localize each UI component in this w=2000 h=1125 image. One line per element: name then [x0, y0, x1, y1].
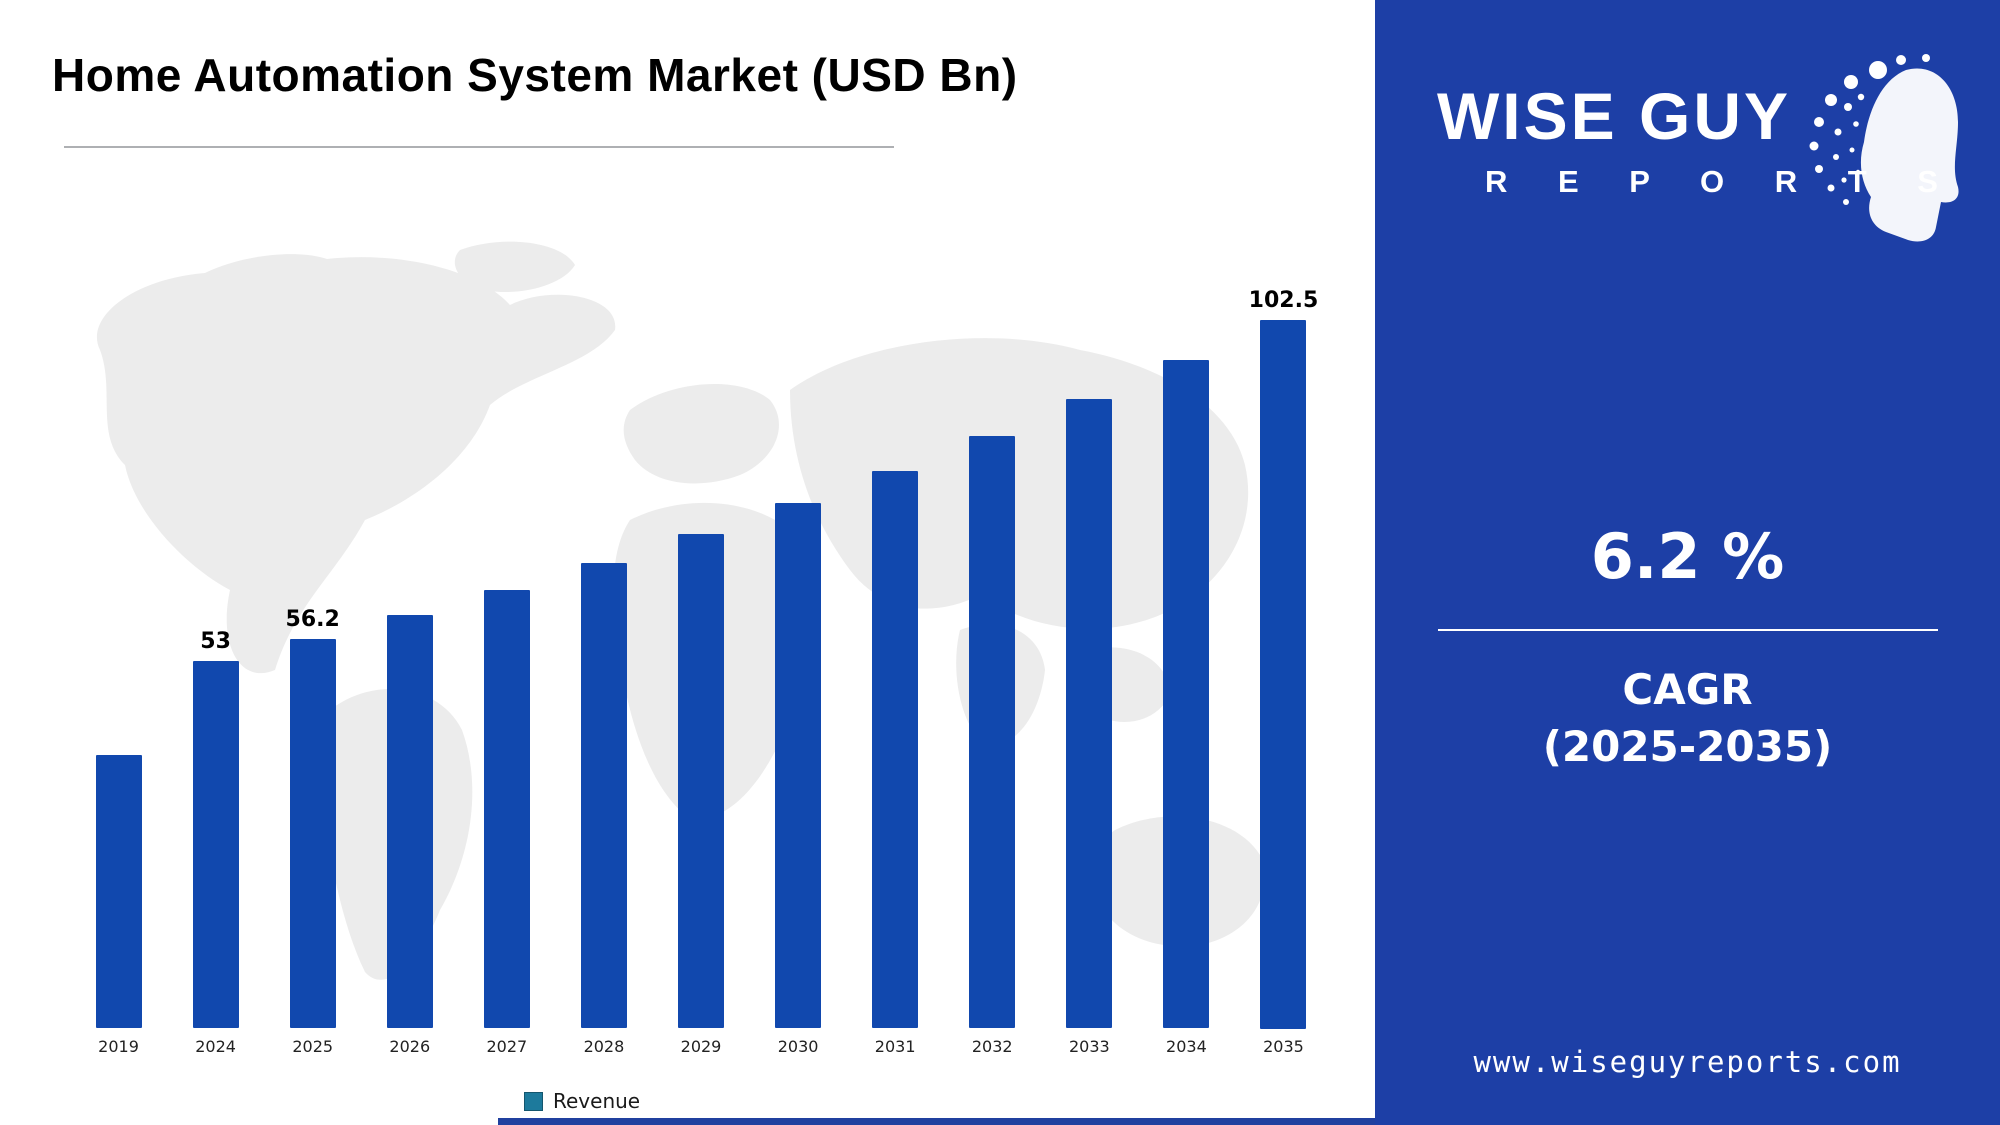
- bar-2019[interactable]: [95, 755, 142, 1028]
- x-tick-2024: 2024: [195, 1036, 236, 1056]
- bar-column-2025: 56.2 2025: [264, 288, 361, 1064]
- bar-area-2030: [750, 288, 847, 1028]
- bar-column-2033: 2033: [1041, 288, 1138, 1064]
- bar-column-2027: 2027: [458, 288, 555, 1064]
- x-tick-2025: 2025: [292, 1036, 334, 1056]
- bar-2027[interactable]: [483, 590, 530, 1028]
- bar-area-2026: [361, 288, 458, 1028]
- bar-area-2028: [555, 288, 652, 1028]
- x-tick-2031: 2031: [874, 1036, 916, 1056]
- x-tick-2034: 2034: [1166, 1036, 1207, 1056]
- x-tick-2032: 2032: [971, 1036, 1013, 1056]
- bar-column-2034: 2034: [1138, 288, 1235, 1064]
- bar-column-2032: 2032: [944, 288, 1041, 1064]
- bar-area-2035: 102.5: [1235, 288, 1332, 1029]
- bar-2028[interactable]: [580, 563, 627, 1028]
- brand-name: WISE GUY: [1437, 79, 1792, 153]
- chart-legend: Revenue: [524, 1089, 640, 1113]
- bar-column-2035: 102.5 2035: [1235, 288, 1332, 1064]
- page-title: Home Automation System Market (USD Bn): [52, 49, 1018, 101]
- bar-area-2034: [1138, 288, 1235, 1028]
- bar-2033[interactable]: [1066, 399, 1113, 1028]
- wiseguy-logo: WISE GUY R E P O R T S: [1437, 54, 1959, 242]
- bar-2029[interactable]: [678, 534, 724, 1028]
- x-tick-2026: 2026: [389, 1036, 431, 1056]
- website-url[interactable]: www.wiseguyreports.com: [1473, 1045, 1902, 1079]
- cagr-label: CAGR: [1622, 665, 1753, 714]
- bar-area-2025: 56.2: [264, 288, 361, 1028]
- bar-column-2030: 2030: [750, 288, 847, 1064]
- bar-chart: 2019 53 2024 56.2 2025 2026 2027 2028 2029 2030 20…: [70, 288, 1332, 1064]
- cagr-divider: [1437, 629, 1938, 631]
- bar-area-2032: [944, 288, 1041, 1028]
- x-tick-2035: 2035: [1263, 1037, 1304, 1056]
- legend-revenue-swatch: [524, 1091, 543, 1111]
- bar-column-2026: 2026: [361, 288, 458, 1064]
- x-tick-2019: 2019: [98, 1036, 139, 1056]
- cagr-period: (2025-2035): [1542, 722, 1833, 771]
- bar-value-label-2025: 56.2: [285, 607, 340, 632]
- chart-panel: Home Automation System Market (USD Bn): [52, 49, 1375, 1125]
- x-tick-2027: 2027: [486, 1036, 528, 1056]
- bar-column-2031: 2031: [847, 288, 944, 1064]
- x-tick-2028: 2028: [583, 1036, 625, 1056]
- cagr-block: 6.2 % CAGR (2025-2035): [1375, 520, 2000, 771]
- bar-2024[interactable]: [192, 661, 239, 1028]
- horizontal-scrollbar[interactable]: [498, 1118, 1375, 1125]
- title-underline: [64, 146, 894, 148]
- bar-column-2024: 53 2024: [167, 288, 264, 1064]
- bar-2034[interactable]: [1163, 360, 1210, 1028]
- x-tick-2030: 2030: [777, 1036, 819, 1056]
- bar-2032[interactable]: [969, 436, 1016, 1028]
- cagr-value: 6.2 %: [1590, 520, 1785, 593]
- bar-area-2027: [458, 288, 555, 1028]
- x-tick-2029: 2029: [680, 1036, 722, 1056]
- bar-2035[interactable]: [1260, 320, 1307, 1029]
- bar-area-2029: [652, 288, 749, 1028]
- bar-column-2019: 2019: [70, 288, 167, 1064]
- bar-value-label-2035: 102.5: [1248, 288, 1319, 313]
- bar-column-2028: 2028: [555, 288, 652, 1064]
- x-tick-2033: 2033: [1068, 1036, 1110, 1056]
- bar-2026[interactable]: [386, 615, 433, 1028]
- bar-area-2033: [1041, 288, 1138, 1028]
- bar-2025[interactable]: [289, 639, 336, 1028]
- bar-2030[interactable]: [775, 503, 822, 1028]
- bar-area-2031: [847, 288, 944, 1028]
- bar-area-2019: [70, 288, 167, 1028]
- bar-2031[interactable]: [872, 471, 919, 1028]
- side-panel: WISE GUY R E P O R T S: [1375, 0, 2000, 1125]
- bar-area-2024: 53: [167, 288, 264, 1028]
- bar-value-label-2024: 53: [200, 629, 231, 654]
- legend-revenue-label: Revenue: [553, 1089, 641, 1113]
- bar-column-2029: 2029: [652, 288, 749, 1064]
- dotted-head-icon: [1809, 54, 1959, 242]
